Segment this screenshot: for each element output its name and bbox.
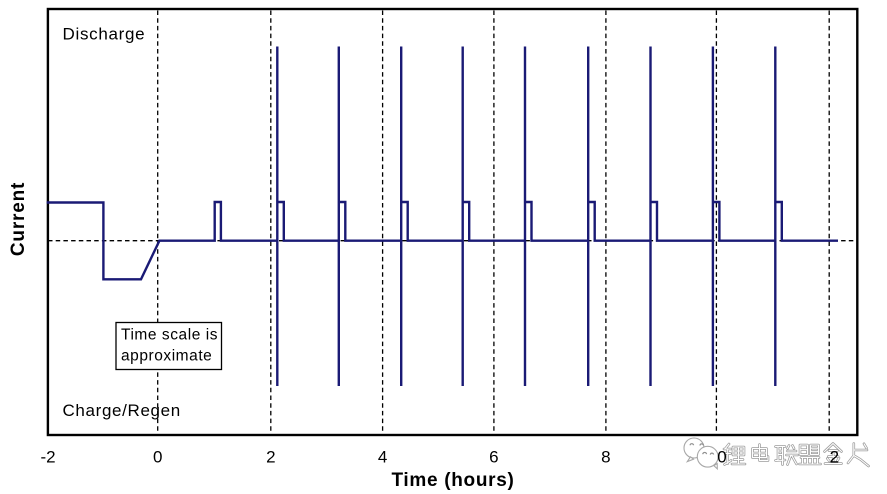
svg-text:8: 8 (601, 448, 610, 467)
svg-text:Discharge: Discharge (63, 25, 146, 44)
svg-text:0: 0 (717, 448, 726, 467)
svg-text:Charge/Regen: Charge/Regen (63, 401, 181, 420)
svg-text:2: 2 (830, 448, 839, 467)
svg-text:Time (hours): Time (hours) (391, 470, 514, 491)
svg-text:6: 6 (489, 448, 498, 467)
svg-text:-2: -2 (40, 448, 55, 467)
svg-text:0: 0 (153, 448, 162, 467)
svg-text:approximate: approximate (121, 348, 212, 365)
svg-text:4: 4 (378, 448, 387, 467)
svg-text:Current: Current (8, 182, 29, 256)
svg-text:Time scale is: Time scale is (121, 327, 218, 344)
svg-text:2: 2 (266, 448, 275, 467)
